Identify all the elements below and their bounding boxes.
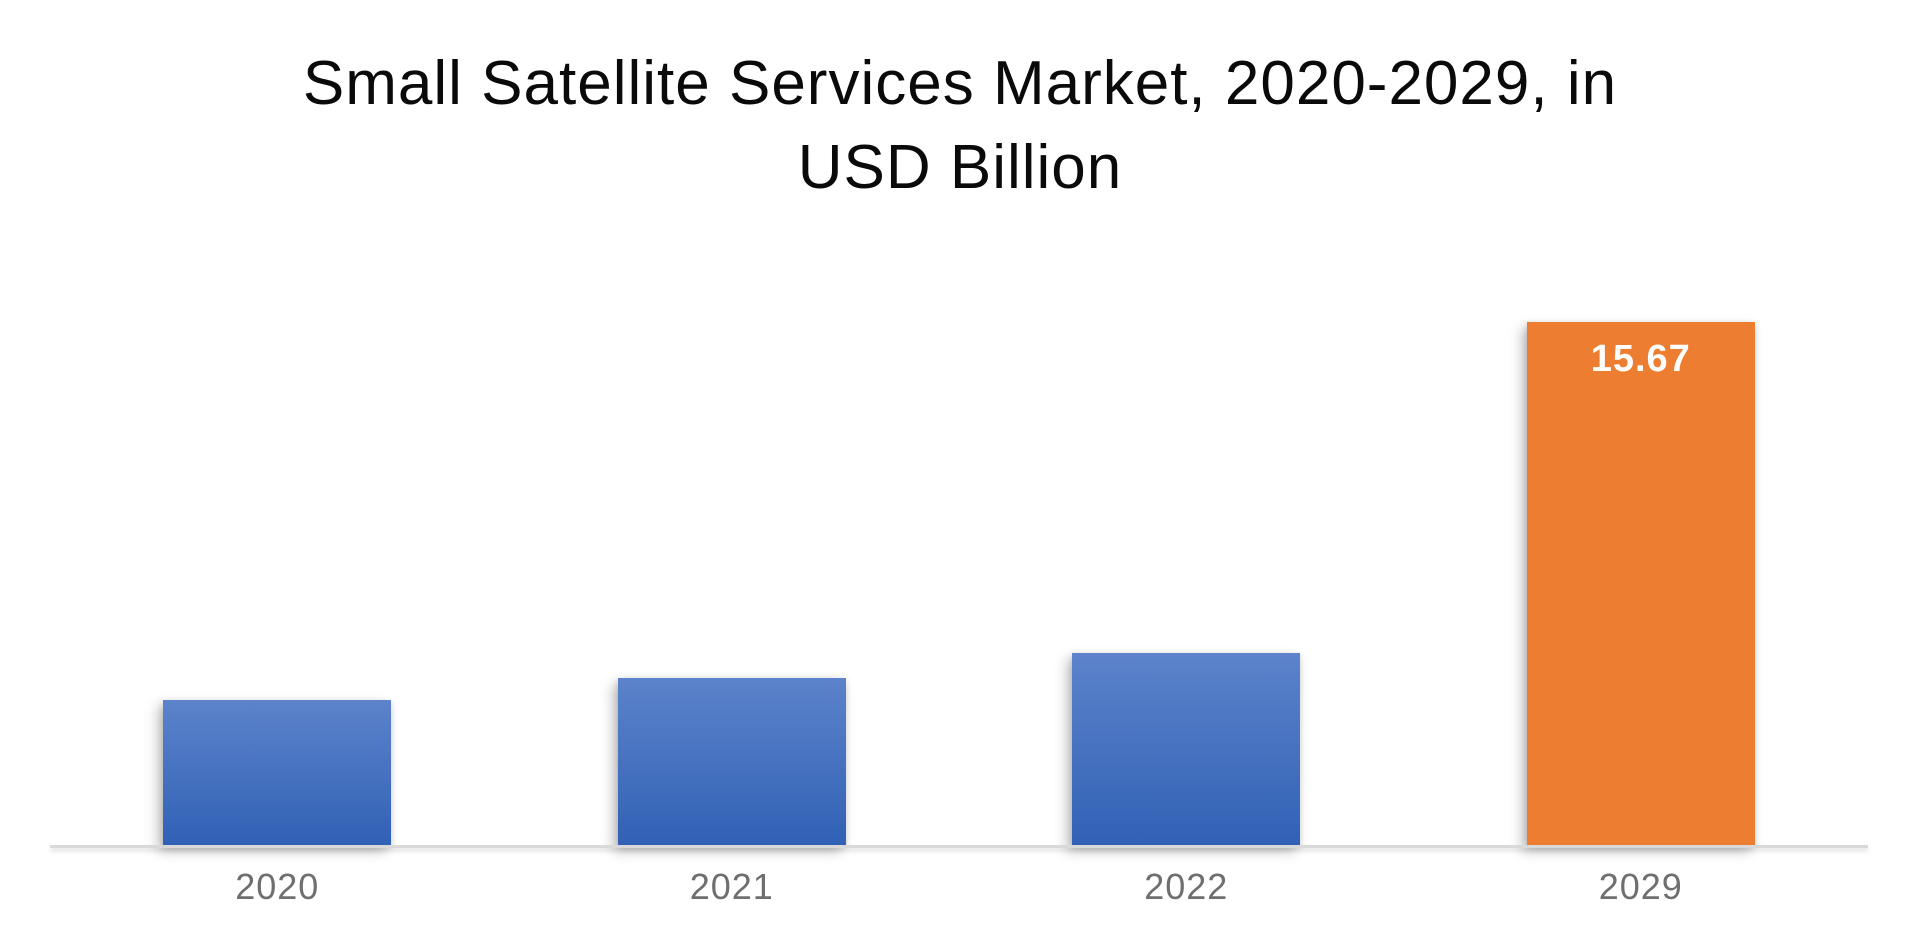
chart-title-line2: USD Billion	[797, 133, 1123, 202]
bar-slot-2029: 15.67	[1414, 265, 1869, 845]
bar-2020	[163, 700, 392, 845]
chart-title-line1: Small Satellite Services Market, 2020-20…	[302, 49, 1618, 118]
bar-2029: 15.67	[1526, 322, 1755, 845]
bar-slot-2022	[959, 265, 1414, 845]
plot-area: 15.67	[50, 265, 1868, 845]
x-axis-labels: 2020 2021 2022 2029	[50, 866, 1868, 908]
chart-title: Small Satellite Services Market, 2020-20…	[0, 42, 1920, 210]
x-axis-label-2022: 2022	[1144, 866, 1229, 907]
x-axis-label-2029: 2029	[1598, 866, 1683, 907]
bar-2022	[1072, 653, 1301, 845]
x-axis-line	[50, 845, 1868, 848]
x-axis-label-2020: 2020	[235, 866, 320, 907]
bar-value-label-2029: 15.67	[1590, 338, 1691, 380]
bar-2021	[617, 678, 846, 845]
bar-slot-2021	[505, 265, 960, 845]
bar-slot-2020	[50, 265, 505, 845]
x-axis-label-2021: 2021	[689, 866, 774, 907]
